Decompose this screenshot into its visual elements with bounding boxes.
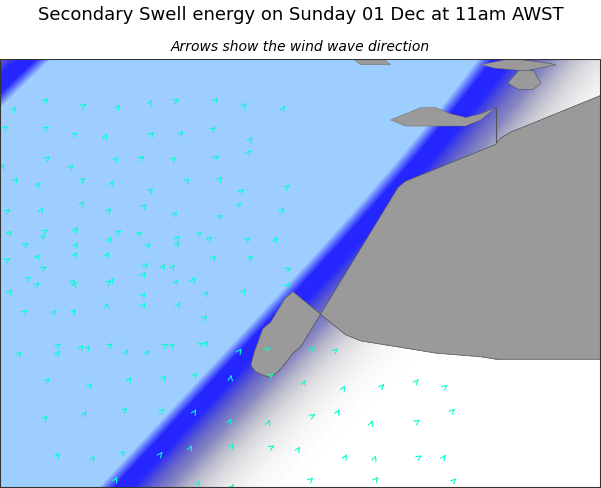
Polygon shape <box>508 71 541 89</box>
Polygon shape <box>346 52 391 65</box>
Polygon shape <box>428 38 481 59</box>
Polygon shape <box>391 108 496 126</box>
Polygon shape <box>251 95 601 378</box>
Polygon shape <box>481 59 556 71</box>
Polygon shape <box>481 59 556 71</box>
Polygon shape <box>331 34 361 46</box>
Text: Secondary Swell energy on Sunday 01 Dec at 11am AWST: Secondary Swell energy on Sunday 01 Dec … <box>38 6 563 23</box>
Polygon shape <box>391 108 496 126</box>
Polygon shape <box>165 12 270 44</box>
Polygon shape <box>391 34 466 46</box>
Polygon shape <box>346 52 391 65</box>
Polygon shape <box>428 38 481 59</box>
Polygon shape <box>508 71 541 89</box>
Polygon shape <box>165 12 270 44</box>
Polygon shape <box>331 34 361 46</box>
Polygon shape <box>251 95 601 378</box>
Polygon shape <box>391 34 466 46</box>
Text: Arrows show the wind wave direction: Arrows show the wind wave direction <box>171 40 430 54</box>
